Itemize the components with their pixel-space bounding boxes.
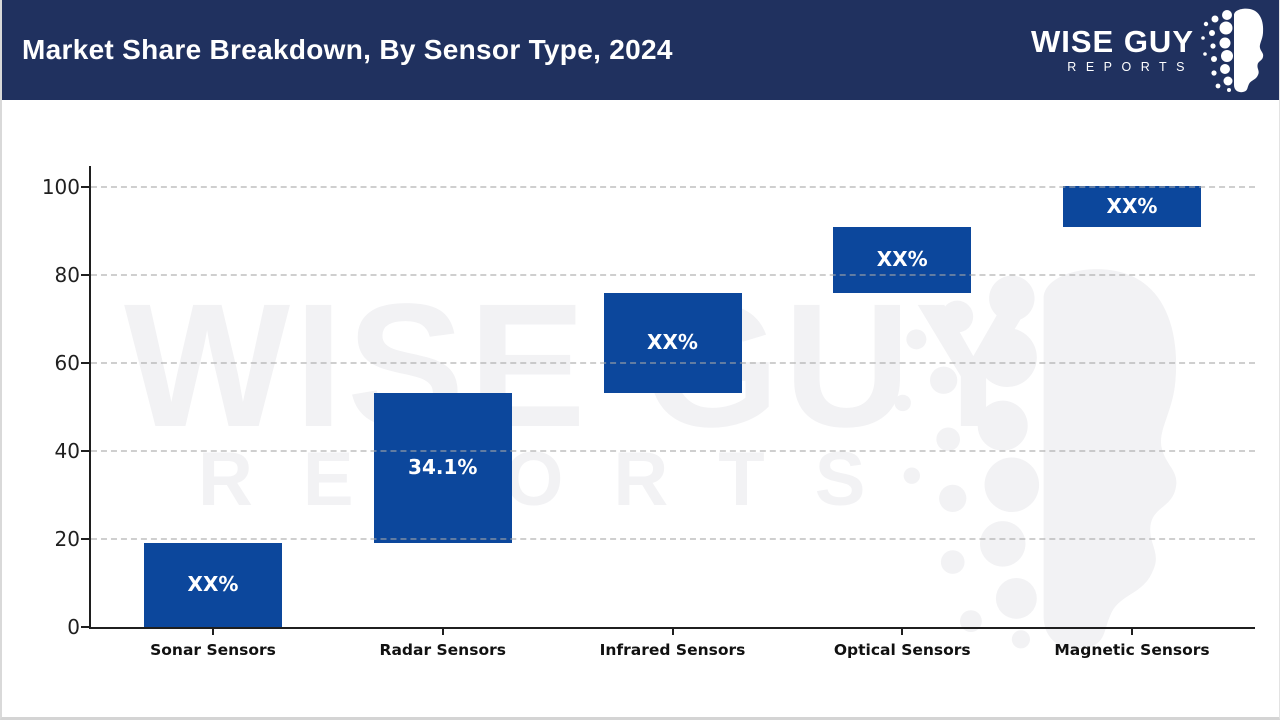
y-axis-tick-label: 60	[54, 351, 80, 375]
watermark-text-secondary: REPORTS	[198, 437, 916, 522]
y-axis-tick	[81, 186, 89, 188]
header-band: Market Share Breakdown, By Sensor Type, …	[2, 0, 1279, 100]
x-axis-category-label: Sonar Sensors	[150, 641, 276, 659]
y-axis-tick-label: 0	[67, 615, 80, 639]
brand-logo: WISE GUY REPORTS	[1016, 6, 1268, 94]
bar-value-label: XX%	[876, 247, 928, 272]
y-axis-tick-label: 80	[54, 263, 80, 287]
gridline-y60	[91, 362, 1255, 364]
y-axis-tick	[81, 626, 89, 628]
gridline-y80	[91, 274, 1255, 276]
x-axis-tick	[1131, 629, 1133, 635]
x-axis-category-label: Radar Sensors	[379, 641, 506, 659]
y-axis-tick	[81, 274, 89, 276]
brand-subname: REPORTS	[1067, 60, 1194, 75]
bar-segment	[833, 227, 972, 294]
bar-value-label: XX%	[647, 329, 698, 354]
y-axis-tick	[81, 450, 89, 452]
y-axis-line	[89, 166, 91, 629]
bar-value-label: XX%	[187, 571, 239, 596]
bar-value-label: 34.1%	[408, 454, 478, 479]
bar-segment	[1063, 186, 1201, 228]
x-axis-category-label: Magnetic Sensors	[1054, 641, 1210, 659]
x-axis-tick	[671, 629, 674, 635]
x-axis-tick	[212, 629, 214, 635]
y-axis-tick-label: 40	[54, 439, 80, 463]
bar-value-label: XX%	[1106, 193, 1158, 218]
y-axis-tick	[81, 538, 89, 540]
x-axis-line	[89, 627, 1255, 629]
brand-name: WISE GUY	[1030, 23, 1194, 59]
x-axis-tick	[901, 629, 904, 635]
y-axis-tick	[81, 362, 89, 364]
bar-segment	[603, 293, 742, 393]
y-axis-tick-label: 20	[54, 527, 80, 551]
x-axis-category-label: Optical Sensors	[833, 641, 971, 659]
bar-segment	[373, 392, 512, 543]
gridline-y40	[91, 450, 1255, 452]
watermark-text-primary: WISE GUY	[124, 268, 1037, 464]
gridline-y20	[91, 538, 1255, 540]
y-axis-tick-label: 100	[41, 175, 80, 199]
plot-area: WISE GUY REPORTS 0 20 40 60 80 100 Sonar Senso…	[2, 100, 1279, 717]
gridline-y100	[91, 186, 1255, 188]
chart-title: Market Share Breakdown, By Sensor Type, …	[22, 34, 673, 65]
bar-segment	[144, 542, 282, 627]
watermark-face-dots-icon	[894, 269, 1177, 650]
x-axis-category-label: Infrared Sensors	[599, 641, 746, 659]
x-axis-tick	[441, 629, 444, 635]
brand-face-dots-icon	[1201, 8, 1264, 93]
brand-logo-text: WISE GUY REPORTS	[1016, 23, 1194, 75]
